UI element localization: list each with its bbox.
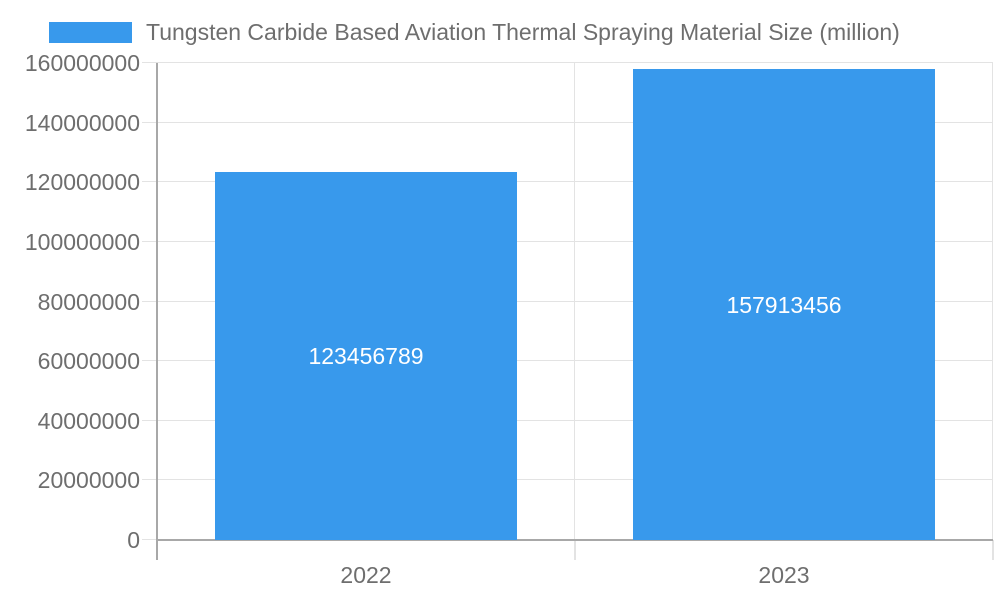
y-axis-line (156, 63, 158, 560)
y-axis-tick-label: 100000000 (24, 229, 140, 255)
y-axis-tick-label: 160000000 (24, 50, 140, 76)
y-axis-tick-label: 60000000 (37, 348, 140, 374)
y-axis-tick-label: 80000000 (37, 289, 140, 315)
y-axis-tick-label: 20000000 (37, 467, 140, 493)
y-axis-tick-label: 40000000 (37, 408, 140, 434)
y-axis-tick-label: 120000000 (24, 169, 140, 195)
legend-item[interactable]: Tungsten Carbide Based Aviation Thermal … (49, 18, 900, 46)
y-gridline (142, 301, 993, 302)
y-gridline (142, 181, 993, 182)
x-axis-category-label: 2023 (758, 562, 810, 588)
bar-2023[interactable] (633, 69, 935, 540)
y-axis-tick-label: 140000000 (24, 110, 140, 136)
y-axis-tick (142, 539, 157, 540)
x-axis-baseline (157, 539, 993, 541)
x-gridline (574, 63, 575, 540)
x-gridline (992, 63, 993, 540)
y-gridline (142, 479, 993, 480)
x-axis-tick (992, 540, 994, 560)
x-axis-tick (574, 540, 576, 560)
legend-label: Tungsten Carbide Based Aviation Thermal … (146, 19, 900, 45)
y-gridline (142, 420, 993, 421)
y-gridline (142, 62, 993, 63)
bar-2022[interactable] (215, 172, 517, 540)
bar-value-label: 123456789 (308, 343, 424, 369)
bar-value-label: 157913456 (726, 292, 842, 318)
y-gridline (142, 241, 993, 242)
x-axis-category-label: 2022 (340, 562, 392, 588)
y-axis-tick-label: 0 (127, 527, 140, 553)
legend-color-swatch (49, 21, 132, 43)
y-gridline (142, 122, 993, 123)
y-gridline (142, 360, 993, 361)
